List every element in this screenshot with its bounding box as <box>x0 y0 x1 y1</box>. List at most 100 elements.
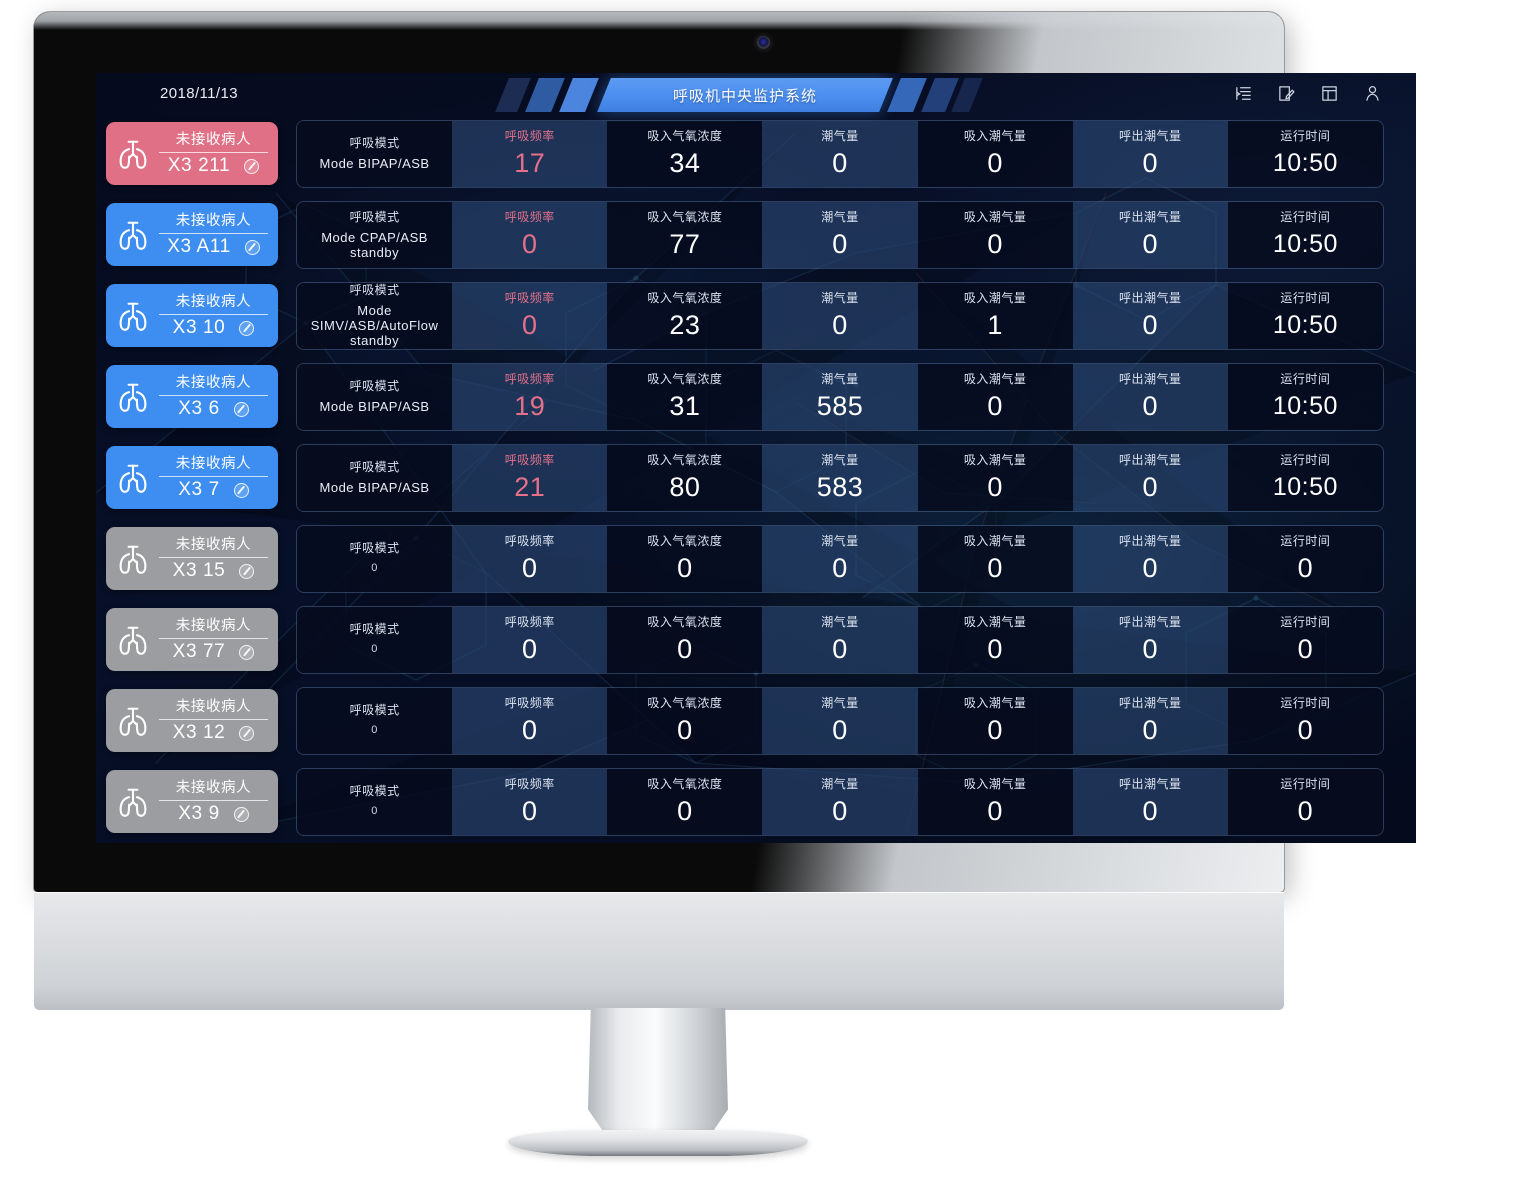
patient-status-label: 未接收病人 <box>159 130 268 153</box>
metric-value-fio2: 31 <box>669 391 701 421</box>
metric-cell-tidal_in: 吸入潮气量 0 <box>917 444 1073 511</box>
metric-cell-rate: 呼吸频率 17 <box>452 120 608 187</box>
bed-id-label: X3 A11 <box>167 236 231 257</box>
patient-card[interactable]: 未接收病人 X3 9 <box>106 770 278 833</box>
patient-row[interactable]: 未接收病人 X3 9 呼吸模式 0 呼吸频率 0 吸入气氧浓度 0 潮气量 0 吸入潮气量 0 呼出潮气… <box>106 765 1384 838</box>
metric-label-tidal_in: 吸入潮气量 <box>963 696 1027 710</box>
metric-value-mode: 0 <box>371 562 378 574</box>
disabled-badge-icon <box>239 563 255 579</box>
patient-status-label: 未接收病人 <box>159 697 268 720</box>
metric-label-tidal: 潮气量 <box>821 534 859 548</box>
user-icon[interactable] <box>1363 84 1382 103</box>
patient-card-bottom: X3 12 <box>157 720 270 744</box>
metric-value-tidal_in: 0 <box>987 148 1003 178</box>
metric-label-tidal_in: 吸入潮气量 <box>963 210 1027 224</box>
patient-card[interactable]: 未接收病人 X3 A11 <box>106 203 278 266</box>
patient-card[interactable]: 未接收病人 X3 15 <box>106 527 278 590</box>
patient-row[interactable]: 未接收病人 X3 A11 呼吸模式 Mode CPAP/ASB standby 呼吸频率… <box>106 198 1384 271</box>
lungs-icon <box>119 221 147 250</box>
metric-value-tidal_out: 0 <box>1142 391 1159 421</box>
webcam-icon <box>757 36 770 49</box>
metric-cell-mode: 呼吸模式 Mode CPAP/ASB standby <box>297 201 453 268</box>
layout-panel-icon[interactable] <box>1320 84 1339 103</box>
metric-cell-mode: 呼吸模式 0 <box>297 687 453 754</box>
patient-row[interactable]: 未接收病人 X3 77 呼吸模式 0 呼吸频率 0 吸入气氧浓度 0 潮气量 0 吸入潮气量 0 呼出潮… <box>106 603 1384 676</box>
patient-row[interactable]: 未接收病人 X3 12 呼吸模式 0 呼吸频率 0 吸入气氧浓度 0 潮气量 0 吸入潮气量 0 呼出潮… <box>106 684 1384 757</box>
metric-cell-tidal_in: 吸入潮气量 0 <box>917 687 1073 754</box>
metrics-strip: 呼吸模式 0 呼吸频率 0 吸入气氧浓度 0 潮气量 0 吸入潮气量 0 呼出潮气量 0 运行时间 0 <box>296 524 1384 593</box>
patient-card[interactable]: 未接收病人 X3 6 <box>106 365 278 428</box>
metric-value-tidal: 585 <box>816 391 864 421</box>
monitor-chin <box>34 892 1284 1010</box>
metric-cell-mode: 呼吸模式 0 <box>297 606 453 673</box>
patient-row[interactable]: 未接收病人 X3 7 呼吸模式 Mode BIPAP/ASB 呼吸频率 21 吸入气氧浓度 8… <box>106 441 1384 514</box>
disabled-badge-icon <box>233 806 249 822</box>
metric-value-rate: 0 <box>521 553 538 583</box>
patient-row[interactable]: 未接收病人 X3 10 呼吸模式 Mode SIMV/ASB/AutoFlow sta… <box>106 279 1384 352</box>
patient-card-bottom: X3 77 <box>157 639 270 663</box>
patient-row[interactable]: 未接收病人 X3 6 呼吸模式 Mode BIPAP/ASB 呼吸频率 19 吸入气氧浓度 3… <box>106 360 1384 433</box>
bed-id-label: X3 77 <box>172 641 226 662</box>
list-indent-icon[interactable] <box>1234 84 1253 103</box>
title-band: 呼吸机中央监护系统 <box>495 78 988 112</box>
metric-label-rate: 呼吸频率 <box>504 696 555 710</box>
metric-value-tidal_in: 0 <box>987 715 1003 745</box>
patient-card[interactable]: 未接收病人 X3 10 <box>106 284 278 347</box>
metric-value-tidal_out: 0 <box>1142 553 1159 583</box>
bed-id-label: X3 6 <box>178 398 220 419</box>
metric-value-mode: Mode SIMV/ASB/AutoFlow standby <box>310 303 439 348</box>
disabled-badge-icon <box>244 158 260 174</box>
date-label: 2018/11/13 <box>160 85 238 102</box>
metric-cell-tidal_out: 呼出潮气量 0 <box>1072 606 1228 673</box>
metric-cell-fio2: 吸入气氧浓度 0 <box>607 606 763 673</box>
patient-card-bottom: X3 15 <box>157 558 270 582</box>
bed-id-label: X3 12 <box>172 722 226 743</box>
metric-label-runtime: 运行时间 <box>1280 453 1331 467</box>
metric-label-mode: 呼吸模式 <box>349 283 400 297</box>
metric-label-runtime: 运行时间 <box>1280 615 1331 629</box>
patient-card-meta: 未接收病人 X3 6 <box>157 373 270 420</box>
metric-value-mode: 0 <box>371 805 378 817</box>
metric-cell-runtime: 运行时间 0 <box>1227 687 1383 754</box>
patient-row[interactable]: 未接收病人 X3 15 呼吸模式 0 呼吸频率 0 吸入气氧浓度 0 潮气量 0 吸入潮气量 0 呼出潮… <box>106 522 1384 595</box>
metric-cell-tidal_in: 吸入潮气量 0 <box>917 606 1073 673</box>
metric-value-fio2: 0 <box>677 715 693 745</box>
patient-card[interactable]: 未接收病人 X3 7 <box>106 446 278 509</box>
patient-card-bottom: X3 9 <box>157 801 270 825</box>
metric-label-rate: 呼吸频率 <box>504 777 555 791</box>
title-slash-4 <box>887 78 927 112</box>
metric-value-fio2: 0 <box>677 796 693 826</box>
lungs-icon <box>119 788 147 817</box>
metric-cell-runtime: 运行时间 10:50 <box>1227 282 1383 349</box>
metric-cell-mode: 呼吸模式 Mode BIPAP/ASB <box>297 444 453 511</box>
metric-cell-rate: 呼吸频率 0 <box>452 282 608 349</box>
screen: 2018/11/13 呼吸机中央监护系统 <box>96 73 1416 843</box>
metric-label-runtime: 运行时间 <box>1280 534 1331 548</box>
patient-card[interactable]: 未接收病人 X3 77 <box>106 608 278 671</box>
metric-value-tidal_in: 0 <box>987 391 1003 421</box>
metric-cell-tidal_out: 呼出潮气量 0 <box>1072 120 1228 187</box>
metric-label-fio2: 吸入气氧浓度 <box>647 696 723 710</box>
metric-label-fio2: 吸入气氧浓度 <box>647 615 723 629</box>
metrics-strip: 呼吸模式 Mode CPAP/ASB standby 呼吸频率 0 吸入气氧浓度 77 潮气… <box>296 200 1384 269</box>
metric-value-tidal_out: 0 <box>1142 229 1159 259</box>
metric-value-runtime: 10:50 <box>1272 473 1338 501</box>
metric-cell-runtime: 运行时间 10:50 <box>1227 201 1383 268</box>
patient-card-meta: 未接收病人 X3 A11 <box>157 211 270 258</box>
disabled-badge-icon <box>233 482 249 498</box>
patient-row[interactable]: 未接收病人 X3 211 呼吸模式 Mode BIPAP/ASB 呼吸频率 17 吸入气氧浓… <box>106 117 1384 190</box>
metric-cell-mode: 呼吸模式 Mode BIPAP/ASB <box>297 363 453 430</box>
patient-card[interactable]: 未接收病人 X3 12 <box>106 689 278 752</box>
patient-card[interactable]: 未接收病人 X3 211 <box>106 122 278 185</box>
metric-value-tidal_out: 0 <box>1142 472 1159 502</box>
patient-card-bottom: X3 10 <box>157 315 270 339</box>
metric-value-tidal_in: 1 <box>987 310 1003 340</box>
edit-note-icon[interactable] <box>1277 84 1296 103</box>
lungs-icon <box>119 707 147 736</box>
metrics-strip: 呼吸模式 0 呼吸频率 0 吸入气氧浓度 0 潮气量 0 吸入潮气量 0 呼出潮气量 0 运行时间 0 <box>296 767 1384 836</box>
metric-label-runtime: 运行时间 <box>1280 696 1331 710</box>
metric-label-mode: 呼吸模式 <box>349 209 400 224</box>
bed-id-label: X3 9 <box>178 803 220 824</box>
metric-value-tidal_out: 0 <box>1142 148 1159 178</box>
metric-label-tidal_out: 呼出潮气量 <box>1119 615 1182 629</box>
